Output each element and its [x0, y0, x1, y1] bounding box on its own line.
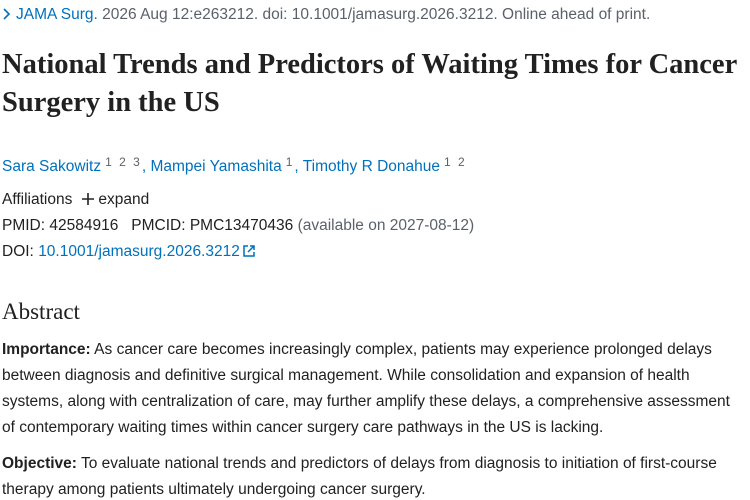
article: JAMA Surg. 2026 Aug 12:e263212. doi: 10.…	[0, 3, 748, 500]
author-affiliations: 1 2 3	[105, 155, 142, 169]
abstract-section: Importance: As cancer care becomes incre…	[2, 337, 744, 441]
external-link-icon	[243, 245, 255, 257]
page-body: JAMA Surg. 2026 Aug 12:e263212. doi: 10.…	[0, 3, 750, 500]
pmid: 42584916	[49, 217, 119, 234]
author-name[interactable]: Sara Sakowitz	[2, 158, 102, 175]
citation-details: 2026 Aug 12:e263212. doi: 10.1001/jamasu…	[102, 6, 651, 23]
affiliations-label: Affiliations	[2, 191, 73, 208]
expand-toggle[interactable]: expand	[98, 191, 150, 208]
affiliation-number[interactable]: 1	[105, 155, 114, 169]
doi-row: DOI: 10.1001/jamasurg.2026.3212	[2, 239, 744, 265]
abstract-section: Objective: To evaluate national trends a…	[2, 451, 744, 500]
article-title: National Trends and Predictors of Waitin…	[2, 49, 737, 118]
author-name[interactable]: Mampei Yamashita	[150, 158, 282, 175]
author-affiliations: 1	[286, 155, 295, 169]
author-list: Sara Sakowitz 1 2 3, Mampei Yamashita 1, T…	[2, 155, 467, 175]
chevron-icon	[3, 8, 11, 20]
journal-link[interactable]: JAMA Surg.	[16, 6, 98, 23]
affiliations: Affiliations expand	[2, 187, 744, 213]
affiliation-number[interactable]: 1	[285, 155, 295, 169]
citation: JAMA Surg. 2026 Aug 12:e263212. doi: 10.…	[2, 3, 744, 27]
pmcid: PMC13470436	[189, 217, 294, 234]
author-name[interactable]: Timothy R Donahue	[302, 158, 441, 175]
section-label: Objective:	[2, 455, 77, 472]
section-label: Importance:	[2, 341, 91, 358]
abstract-body: Importance: As cancer care becomes incre…	[2, 337, 744, 500]
abstract-heading: Abstract	[2, 299, 80, 324]
author-affiliations: 1 2	[444, 155, 467, 169]
plus-icon	[82, 193, 95, 205]
affiliation-number[interactable]: 1	[444, 155, 453, 169]
doi-link[interactable]: 10.1001/jamasurg.2026.3212	[38, 243, 240, 260]
section-text: As cancer care becomes increasingly comp…	[2, 341, 730, 436]
section-text: To evaluate national trends and predicto…	[2, 455, 717, 498]
pmcid-note: (available on 2027-08-12)	[297, 217, 475, 234]
affiliation-number[interactable]: 2	[458, 155, 467, 169]
affiliation-number[interactable]: 3	[133, 155, 142, 169]
pmid-label: PMID:	[2, 217, 46, 234]
pmid-row: PMID: 42584916 PMCID: PMC13470436 (avail…	[2, 213, 744, 239]
doi-label: DOI:	[2, 243, 34, 260]
affiliation-number[interactable]: 2	[119, 155, 128, 169]
pmcid-label: PMCID:	[131, 217, 186, 234]
